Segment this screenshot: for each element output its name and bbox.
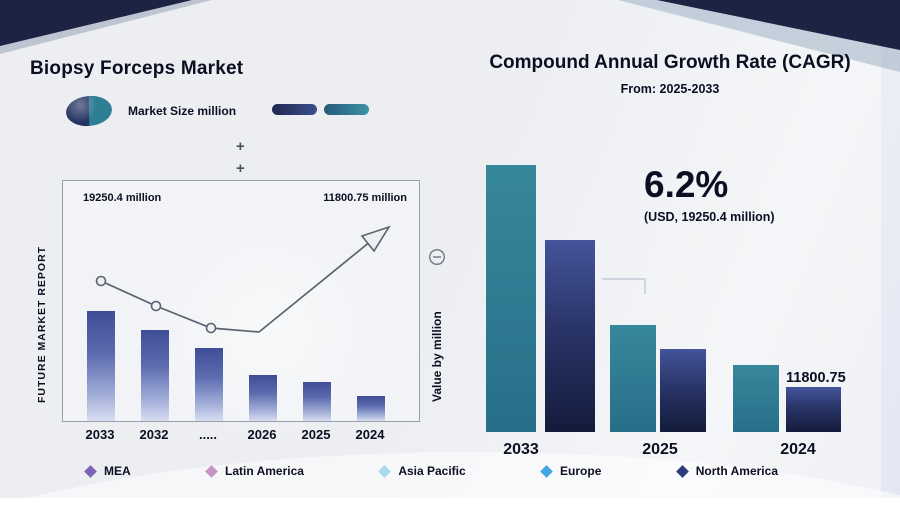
x-axis-label: 2033 — [85, 427, 115, 442]
diamond-icon — [84, 464, 97, 478]
cagr-header: Compound Annual Growth Rate (CAGR) From:… — [450, 52, 890, 96]
value-by-million-label: Value by million — [430, 311, 444, 403]
value-callout-2024: 11800.75 million — [323, 192, 407, 204]
cagr-year-label: 2033 — [503, 441, 539, 458]
legend-label: Asia Pacific — [398, 464, 466, 478]
x-axis-label: 2025 — [301, 427, 331, 442]
cagr-chart: 2033 2025 2024 — [480, 165, 848, 458]
legend-item: Asia Pacific — [378, 464, 466, 478]
pill-teal-icon — [324, 104, 369, 115]
market-size-label: Market Size million — [128, 104, 237, 118]
x-axis-label: 2032 — [139, 427, 169, 442]
cagr-bar-navy — [545, 240, 595, 432]
plus-icon: + — [236, 160, 245, 177]
step-decoration — [602, 278, 646, 294]
plus-icon: + — [236, 138, 245, 155]
x-axis-label: ..... — [198, 427, 218, 442]
market-size-legend: Market Size million — [64, 93, 237, 129]
cagr-usd-detail: (USD, 19250.4 million) — [644, 210, 775, 224]
bottom-white-strip — [0, 498, 900, 506]
value-callout-11800: 11800.75 — [786, 370, 846, 386]
legend-label: North America — [695, 464, 778, 478]
sphere-icon — [64, 93, 114, 129]
legend-label: Latin America — [225, 464, 304, 478]
cagr-year-label: 2024 — [780, 441, 816, 458]
cagr-year-label: 2025 — [642, 441, 678, 458]
pill-navy-icon — [272, 104, 317, 115]
legend-item: Europe — [540, 464, 602, 478]
cagr-bar-navy — [660, 349, 706, 432]
cagr-bar-navy — [786, 387, 841, 432]
cagr-title: Compound Annual Growth Rate (CAGR) — [489, 52, 851, 73]
cagr-bar-teal — [486, 165, 536, 432]
left-chart-bars — [87, 311, 385, 421]
left-chart-bar — [357, 396, 385, 421]
left-chart-bar — [303, 382, 331, 421]
diamond-icon — [540, 464, 553, 478]
pill-icons — [272, 104, 369, 115]
top-left-corner-shape — [0, 0, 192, 46]
diamond-icon — [378, 464, 392, 478]
legend-label: Europe — [560, 464, 602, 478]
value-callout-2033: 19250.4 million — [83, 192, 162, 204]
left-chart-bar — [195, 348, 223, 421]
left-chart-bar — [141, 330, 169, 421]
legend-label: MEA — [104, 464, 131, 478]
diamond-icon — [675, 464, 689, 478]
left-chart-x-axis: 2033 2032..... 2026 2025 2024 — [73, 427, 397, 442]
cagr-subtitle: From: 2025-2033 — [620, 82, 720, 96]
x-axis-label: 2026 — [247, 427, 277, 442]
circle-dash-icon — [428, 248, 446, 266]
cagr-value: 6.2% — [644, 164, 729, 205]
market-size-chart: 19250.4 million 11800.75 million — [62, 180, 420, 422]
left-title: Biopsy Forceps Market — [30, 58, 244, 79]
x-axis-label: 2024 — [355, 427, 385, 442]
region-legend: MEA Latin America Asia Pacific Europe North … — [84, 464, 778, 478]
legend-item: MEA — [84, 464, 131, 478]
future-market-report-label: FUTURE MARKET REPORT — [36, 245, 48, 403]
left-chart-bar — [87, 311, 115, 421]
right-edge-strip — [881, 0, 900, 498]
cagr-bar-teal — [733, 365, 779, 432]
diamond-icon — [205, 464, 218, 478]
legend-item: North America — [675, 464, 778, 478]
cagr-bar-teal — [610, 325, 656, 432]
left-chart-bar — [249, 375, 277, 421]
legend-item: Latin America — [205, 464, 304, 478]
